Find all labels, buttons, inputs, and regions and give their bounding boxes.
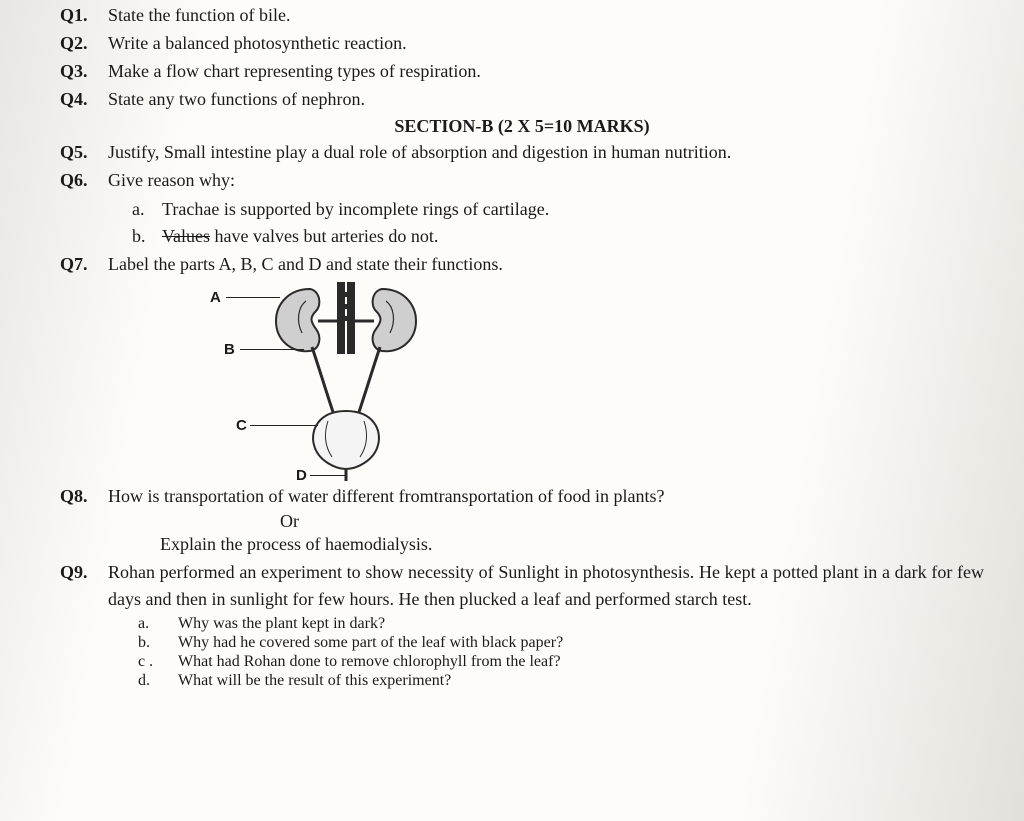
q6-a-letter: a.: [132, 196, 162, 222]
q8-or: Or: [280, 511, 984, 532]
q3-text: Make a flow chart representing types of …: [108, 58, 984, 84]
q3-num: Q3.: [60, 58, 108, 84]
q9-b: b. Why had he covered some part of the l…: [138, 634, 984, 652]
q6-text: Give reason why:: [108, 167, 984, 193]
question-3: Q3. Make a flow chart representing types…: [60, 58, 984, 84]
q9-c: c . What had Rohan done to remove chloro…: [138, 653, 984, 671]
q9-d: d. What will be the result of this exper…: [138, 672, 984, 690]
q5-text: Justify, Small intestine play a dual rol…: [108, 139, 984, 165]
q9-c-text: What had Rohan done to remove chlorophyl…: [178, 653, 561, 671]
diagram-label-c: C: [236, 417, 247, 434]
q9-d-text: What will be the result of this experime…: [178, 672, 451, 690]
q9-a-letter: a.: [138, 615, 178, 633]
excretory-svg-icon: [210, 281, 470, 481]
q8-text: How is transportation of water different…: [108, 483, 984, 509]
question-9: Q9. Rohan performed an experiment to sho…: [60, 559, 984, 613]
q4-num: Q4.: [60, 86, 108, 112]
q9-text: Rohan performed an experiment to show ne…: [108, 559, 984, 613]
question-1: Q1. State the function of bile.: [60, 2, 984, 28]
question-5: Q5. Justify, Small intestine play a dual…: [60, 139, 984, 165]
q9-b-letter: b.: [138, 634, 178, 652]
question-6: Q6. Give reason why:: [60, 167, 984, 193]
q9-b-text: Why had he covered some part of the leaf…: [178, 634, 563, 652]
q2-num: Q2.: [60, 30, 108, 56]
q8-alt: Explain the process of haemodialysis.: [160, 534, 984, 555]
q9-a-text: Why was the plant kept in dark?: [178, 615, 385, 633]
q9-sublist: a. Why was the plant kept in dark? b. Wh…: [138, 615, 984, 690]
excretory-system-diagram: A B C D: [210, 281, 470, 481]
q6-num: Q6.: [60, 167, 108, 193]
question-4: Q4. State any two functions of nephron.: [60, 86, 984, 112]
lead-line-d: [310, 475, 346, 476]
lead-line-a: [226, 297, 280, 298]
diagram-label-b: B: [224, 341, 235, 358]
exam-page: Q1. State the function of bile. Q2. Writ…: [0, 0, 1024, 821]
q5-num: Q5.: [60, 139, 108, 165]
diagram-label-a: A: [210, 289, 221, 306]
q6-b-strike: Values: [162, 226, 210, 246]
section-b-header: SECTION-B (2 X 5=10 MARKS): [60, 116, 984, 137]
q9-num: Q9.: [60, 559, 108, 586]
q7-text: Label the parts A, B, C and D and state …: [108, 251, 984, 277]
q1-num: Q1.: [60, 2, 108, 28]
q6-a: a. Trachae is supported by incomplete ri…: [132, 196, 984, 222]
lead-line-c: [250, 425, 318, 426]
question-7: Q7. Label the parts A, B, C and D and st…: [60, 251, 984, 277]
q6-b-letter: b.: [132, 223, 162, 249]
q7-num: Q7.: [60, 251, 108, 277]
q4-text: State any two functions of nephron.: [108, 86, 984, 112]
q9-c-letter: c .: [138, 653, 178, 671]
question-2: Q2. Write a balanced photosynthetic reac…: [60, 30, 984, 56]
lead-line-b: [240, 349, 304, 350]
q8-num: Q8.: [60, 483, 108, 509]
q6-a-text: Trachae is supported by incomplete rings…: [162, 196, 549, 222]
q9-a: a. Why was the plant kept in dark?: [138, 615, 984, 633]
q6-sublist: a. Trachae is supported by incomplete ri…: [132, 196, 984, 249]
q1-text: State the function of bile.: [108, 2, 984, 28]
q6-b-rest: have valves but arteries do not.: [210, 226, 438, 246]
q6-b-text: Values have valves but arteries do not.: [162, 223, 438, 249]
question-8: Q8. How is transportation of water diffe…: [60, 483, 984, 509]
q9-d-letter: d.: [138, 672, 178, 690]
diagram-label-d: D: [296, 467, 307, 484]
q6-b: b. Values have valves but arteries do no…: [132, 223, 984, 249]
q2-text: Write a balanced photosynthetic reaction…: [108, 30, 984, 56]
